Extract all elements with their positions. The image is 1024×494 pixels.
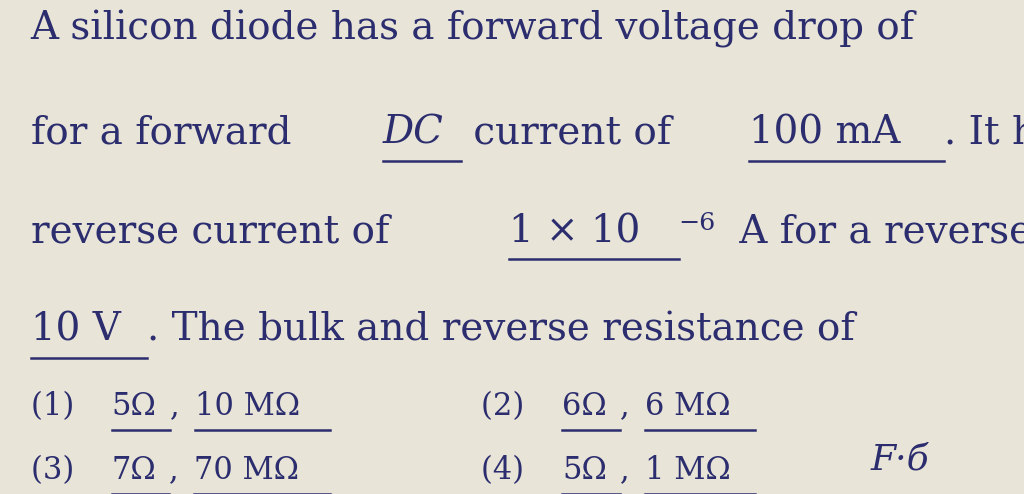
Text: reverse current of: reverse current of: [31, 213, 401, 250]
Text: 6 MΩ: 6 MΩ: [645, 391, 730, 422]
Text: ,: ,: [620, 391, 639, 422]
Text: . It has a: . It has a: [944, 114, 1024, 151]
Text: F·б: F·б: [870, 442, 929, 476]
Text: 10 MΩ: 10 MΩ: [195, 391, 300, 422]
Text: 5Ω: 5Ω: [112, 391, 157, 422]
Text: 10 V: 10 V: [31, 312, 121, 349]
Text: ,: ,: [620, 455, 639, 486]
Text: DC: DC: [383, 114, 443, 151]
Text: (3): (3): [31, 455, 93, 486]
Text: 6Ω: 6Ω: [562, 391, 607, 422]
Text: ,: ,: [169, 455, 188, 486]
Text: (4): (4): [481, 455, 544, 486]
Text: A silicon diode has a forward voltage drop of: A silicon diode has a forward voltage dr…: [31, 10, 927, 48]
Text: ,: ,: [170, 391, 189, 422]
Text: 100 mA: 100 mA: [749, 114, 900, 151]
Text: −6: −6: [679, 212, 716, 235]
Text: (2): (2): [481, 391, 544, 422]
Text: 1 MΩ: 1 MΩ: [645, 455, 730, 486]
Text: A for a reverse voltage of: A for a reverse voltage of: [727, 213, 1024, 250]
Text: (1): (1): [31, 391, 93, 422]
Text: 7Ω: 7Ω: [112, 455, 157, 486]
Text: 5Ω: 5Ω: [562, 455, 607, 486]
Text: . The bulk and reverse resistance of: . The bulk and reverse resistance of: [146, 312, 866, 349]
Text: 70 MΩ: 70 MΩ: [195, 455, 299, 486]
Text: 1 × 10: 1 × 10: [509, 213, 640, 250]
Text: for a forward: for a forward: [31, 114, 303, 151]
Text: current of: current of: [462, 114, 684, 151]
